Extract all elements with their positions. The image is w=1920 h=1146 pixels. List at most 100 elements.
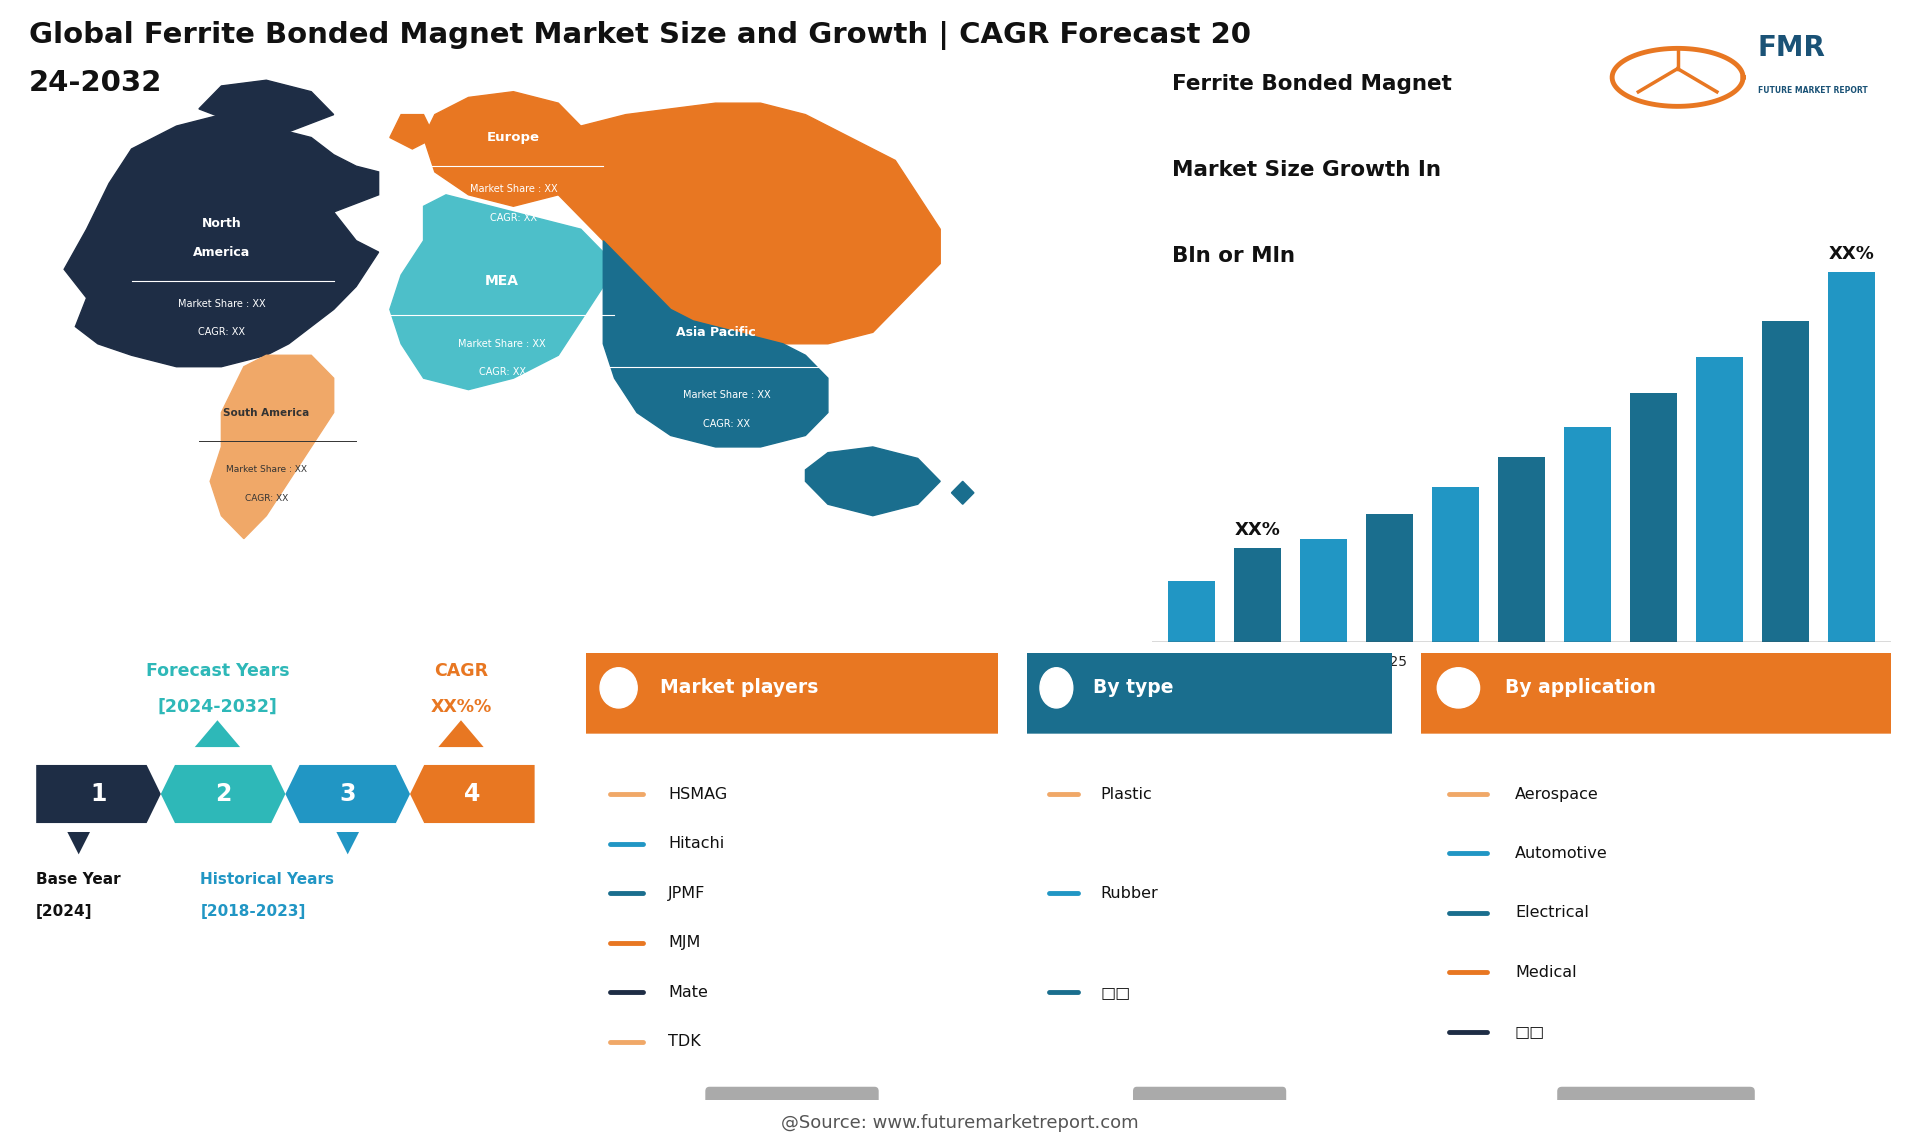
- FancyBboxPatch shape: [576, 642, 1008, 733]
- Text: 1: 1: [90, 782, 108, 806]
- Text: 2028: 2028: [1571, 656, 1605, 669]
- Polygon shape: [390, 195, 603, 390]
- Text: CAGR: CAGR: [434, 662, 488, 681]
- Text: Bln or Mln: Bln or Mln: [1171, 246, 1294, 266]
- Text: America: America: [192, 245, 250, 259]
- Polygon shape: [424, 92, 603, 206]
- FancyBboxPatch shape: [1417, 719, 1895, 1105]
- Text: TDK: TDK: [668, 1034, 701, 1050]
- Text: 2029: 2029: [1636, 656, 1670, 669]
- Text: CAGR: XX: CAGR: XX: [198, 328, 246, 337]
- Text: Forecast Years: Forecast Years: [146, 662, 290, 681]
- Text: Asia Pacific: Asia Pacific: [676, 325, 755, 339]
- Bar: [1167, 581, 1215, 642]
- Polygon shape: [200, 80, 334, 132]
- Polygon shape: [36, 766, 161, 823]
- Text: 2024: 2024: [1306, 656, 1340, 669]
- FancyBboxPatch shape: [705, 1086, 879, 1114]
- Text: 2031: 2031: [1768, 656, 1803, 669]
- Text: Market Size Growth In: Market Size Growth In: [1171, 160, 1440, 180]
- Text: Global Ferrite Bonded Magnet Market Size and Growth | CAGR Forecast 20: Global Ferrite Bonded Magnet Market Size…: [29, 21, 1250, 49]
- Polygon shape: [286, 766, 411, 823]
- Text: CAGR: XX: CAGR: XX: [490, 213, 538, 222]
- Bar: [1630, 393, 1678, 642]
- Text: Automotive: Automotive: [1515, 846, 1607, 861]
- Text: 2023: 2023: [1240, 656, 1275, 669]
- FancyBboxPatch shape: [1409, 642, 1903, 733]
- Text: @Source: www.futuremarketreport.com: @Source: www.futuremarketreport.com: [781, 1114, 1139, 1132]
- Polygon shape: [194, 721, 240, 747]
- Text: Market players: Market players: [660, 678, 818, 698]
- FancyBboxPatch shape: [582, 719, 1002, 1105]
- Polygon shape: [411, 766, 534, 823]
- Text: Plastic: Plastic: [1100, 786, 1152, 801]
- Text: 2022: 2022: [1175, 656, 1210, 669]
- Bar: [1763, 321, 1809, 642]
- Polygon shape: [336, 832, 359, 855]
- Text: Aerospace: Aerospace: [1515, 786, 1599, 801]
- Polygon shape: [390, 115, 434, 149]
- Text: North: North: [202, 217, 242, 230]
- Text: Rubber: Rubber: [1100, 886, 1158, 901]
- Text: □□: □□: [1100, 984, 1131, 999]
- Text: 2: 2: [215, 782, 230, 806]
- Bar: [1695, 356, 1743, 642]
- Bar: [1300, 539, 1348, 642]
- Text: Ferrite Bonded Magnet: Ferrite Bonded Magnet: [1171, 74, 1452, 94]
- Text: Hitachi: Hitachi: [668, 837, 724, 851]
- Polygon shape: [209, 355, 334, 539]
- Text: Market Share : XX: Market Share : XX: [684, 391, 770, 400]
- Polygon shape: [67, 832, 90, 855]
- Text: CAGR: XX: CAGR: XX: [703, 419, 751, 429]
- Text: 4: 4: [465, 782, 480, 806]
- Text: By type: By type: [1092, 678, 1173, 698]
- Bar: [1235, 548, 1281, 642]
- Text: XX%: XX%: [1235, 520, 1281, 539]
- FancyBboxPatch shape: [1018, 642, 1402, 733]
- Text: Europe: Europe: [488, 131, 540, 144]
- Text: XX%%: XX%%: [430, 698, 492, 716]
- Bar: [1432, 487, 1478, 642]
- Text: 2025: 2025: [1373, 656, 1407, 669]
- Text: South America: South America: [223, 408, 309, 417]
- Text: Electrical: Electrical: [1515, 905, 1588, 920]
- Text: Historical Years: Historical Years: [200, 872, 334, 887]
- Text: FUTURE MARKET REPORT: FUTURE MARKET REPORT: [1759, 86, 1868, 95]
- Polygon shape: [804, 447, 941, 516]
- Text: Base Year: Base Year: [36, 872, 121, 887]
- FancyBboxPatch shape: [1557, 1086, 1755, 1114]
- Polygon shape: [438, 721, 484, 747]
- FancyBboxPatch shape: [1133, 1086, 1286, 1114]
- Text: Mate: Mate: [668, 984, 708, 999]
- Bar: [1498, 457, 1546, 642]
- Text: 2030: 2030: [1703, 656, 1738, 669]
- Circle shape: [1438, 668, 1480, 708]
- Circle shape: [1041, 668, 1073, 708]
- Text: XX%: XX%: [1828, 245, 1874, 262]
- Text: CAGR: XX: CAGR: XX: [478, 368, 526, 377]
- Text: Market Share : XX: Market Share : XX: [227, 465, 307, 474]
- Text: Market Share : XX: Market Share : XX: [177, 299, 265, 308]
- Polygon shape: [559, 103, 941, 344]
- Bar: [1365, 515, 1413, 642]
- Text: [2018-2023]: [2018-2023]: [200, 903, 305, 918]
- Text: MJM: MJM: [668, 935, 701, 950]
- Text: HSMAG: HSMAG: [668, 786, 728, 801]
- Text: JPMF: JPMF: [668, 886, 705, 901]
- Polygon shape: [603, 241, 828, 447]
- Text: 2027: 2027: [1503, 656, 1540, 669]
- Bar: [1563, 426, 1611, 642]
- Text: Market Share : XX: Market Share : XX: [470, 185, 557, 194]
- Text: □□: □□: [1515, 1025, 1546, 1039]
- Text: 24-2032: 24-2032: [29, 69, 161, 96]
- Text: 2026: 2026: [1438, 656, 1473, 669]
- Polygon shape: [952, 481, 973, 504]
- Text: [2024-2032]: [2024-2032]: [157, 698, 276, 716]
- FancyBboxPatch shape: [1023, 719, 1396, 1105]
- Polygon shape: [161, 766, 286, 823]
- Text: Market Share : XX: Market Share : XX: [459, 339, 545, 348]
- Text: By application: By application: [1505, 678, 1657, 698]
- Text: [2024]: [2024]: [36, 903, 92, 918]
- Text: CAGR: XX: CAGR: XX: [244, 494, 288, 503]
- Bar: [1828, 272, 1876, 642]
